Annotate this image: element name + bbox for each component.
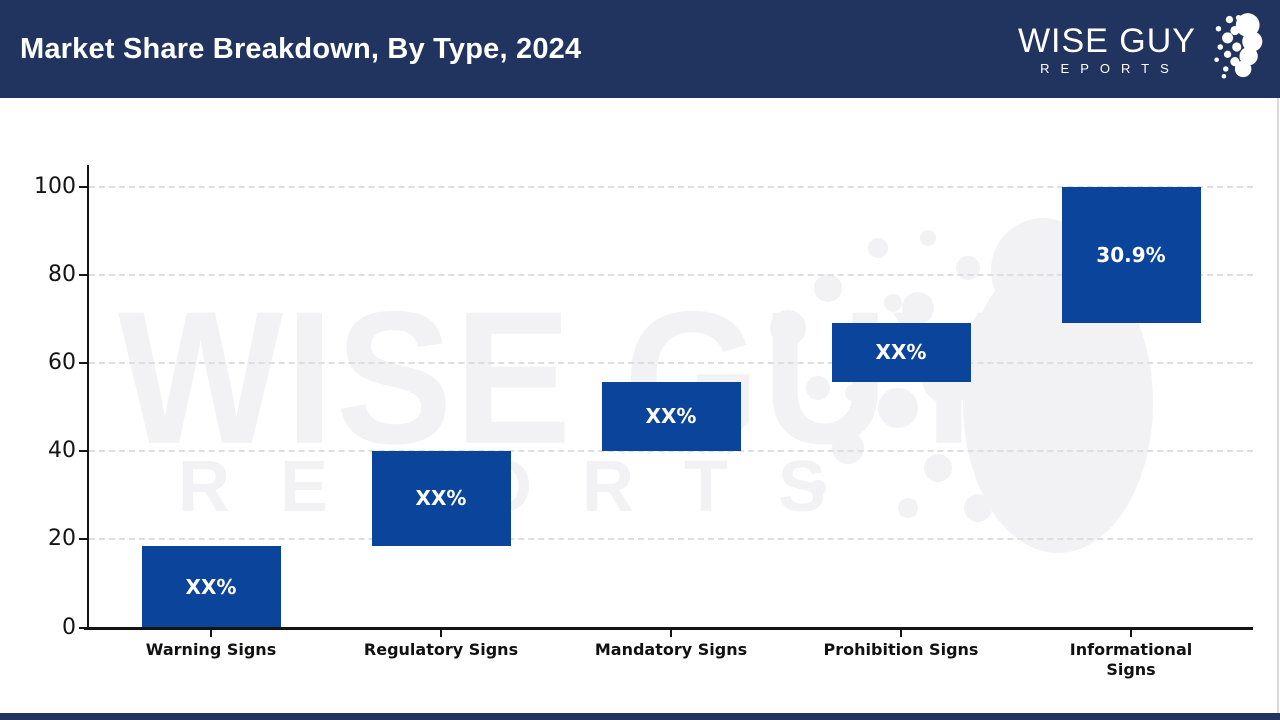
gridline-40 [89, 450, 1253, 453]
x-tick-1 [440, 628, 442, 637]
brand-logo-line1: WISE GUY [1017, 21, 1196, 60]
page-title: Market Share Breakdown, By Type, 2024 [20, 32, 582, 65]
bar-mandatory-signs: XX% [601, 381, 741, 452]
y-tick-60 [79, 362, 88, 365]
bar-informational-signs: 30.9% [1061, 187, 1201, 324]
x-tick-label-2: Mandatory Signs [594, 639, 748, 659]
watermark-face-icon [758, 208, 1178, 573]
y-tick-40 [79, 450, 88, 453]
gridline-100 [89, 186, 1253, 188]
x-axis-line [84, 626, 1253, 630]
header: Market Share Breakdown, By Type, 2024 WI… [0, 0, 1280, 98]
x-tick-label-1: Regulatory Signs [363, 639, 519, 659]
bar-value-label: XX% [645, 404, 697, 429]
y-axis-line [87, 165, 89, 630]
gridline-80 [89, 274, 1253, 277]
bar-regulatory-signs: XX% [371, 451, 511, 546]
brand-logo: WISE GUY REPORTS [1018, 0, 1266, 98]
x-tick-label-4: Informational Signs [1069, 639, 1193, 679]
x-tick-3 [900, 628, 902, 637]
bar-value-label: XX% [875, 340, 927, 365]
footer-bar [0, 713, 1280, 720]
gridline-20 [89, 538, 1253, 541]
y-tick-label-40: 40 [48, 438, 76, 464]
x-tick-0 [210, 628, 212, 637]
bar-value-label: 30.9% [1096, 243, 1166, 268]
brand-logo-text: WISE GUY REPORTS [1018, 24, 1196, 75]
brand-logo-line2: REPORTS [1040, 60, 1180, 76]
bar-value-label: XX% [415, 486, 467, 511]
x-tick-2 [670, 628, 672, 637]
right-edge-divider [1277, 98, 1279, 713]
y-tick-label-20: 20 [48, 526, 76, 552]
logo-face-icon [1202, 8, 1266, 91]
y-tick-label-0: 0 [62, 614, 76, 640]
y-tick-label-100: 100 [34, 174, 76, 199]
y-tick-20 [79, 538, 88, 541]
y-tick-label-80: 80 [48, 262, 76, 288]
y-tick-label-60: 60 [48, 350, 76, 376]
x-tick-4 [1130, 628, 1132, 637]
x-tick-label-0: Warning Signs [145, 639, 277, 659]
y-tick-80 [79, 274, 88, 277]
x-tick-label-3: Prohibition Signs [823, 639, 979, 659]
y-tick-100 [79, 186, 88, 188]
y-tick-0 [79, 626, 88, 629]
bar-prohibition-signs: XX% [831, 323, 971, 382]
gridline-60 [89, 362, 1253, 365]
bar-value-label: XX% [185, 574, 237, 599]
bar-warning-signs: XX% [141, 545, 281, 628]
